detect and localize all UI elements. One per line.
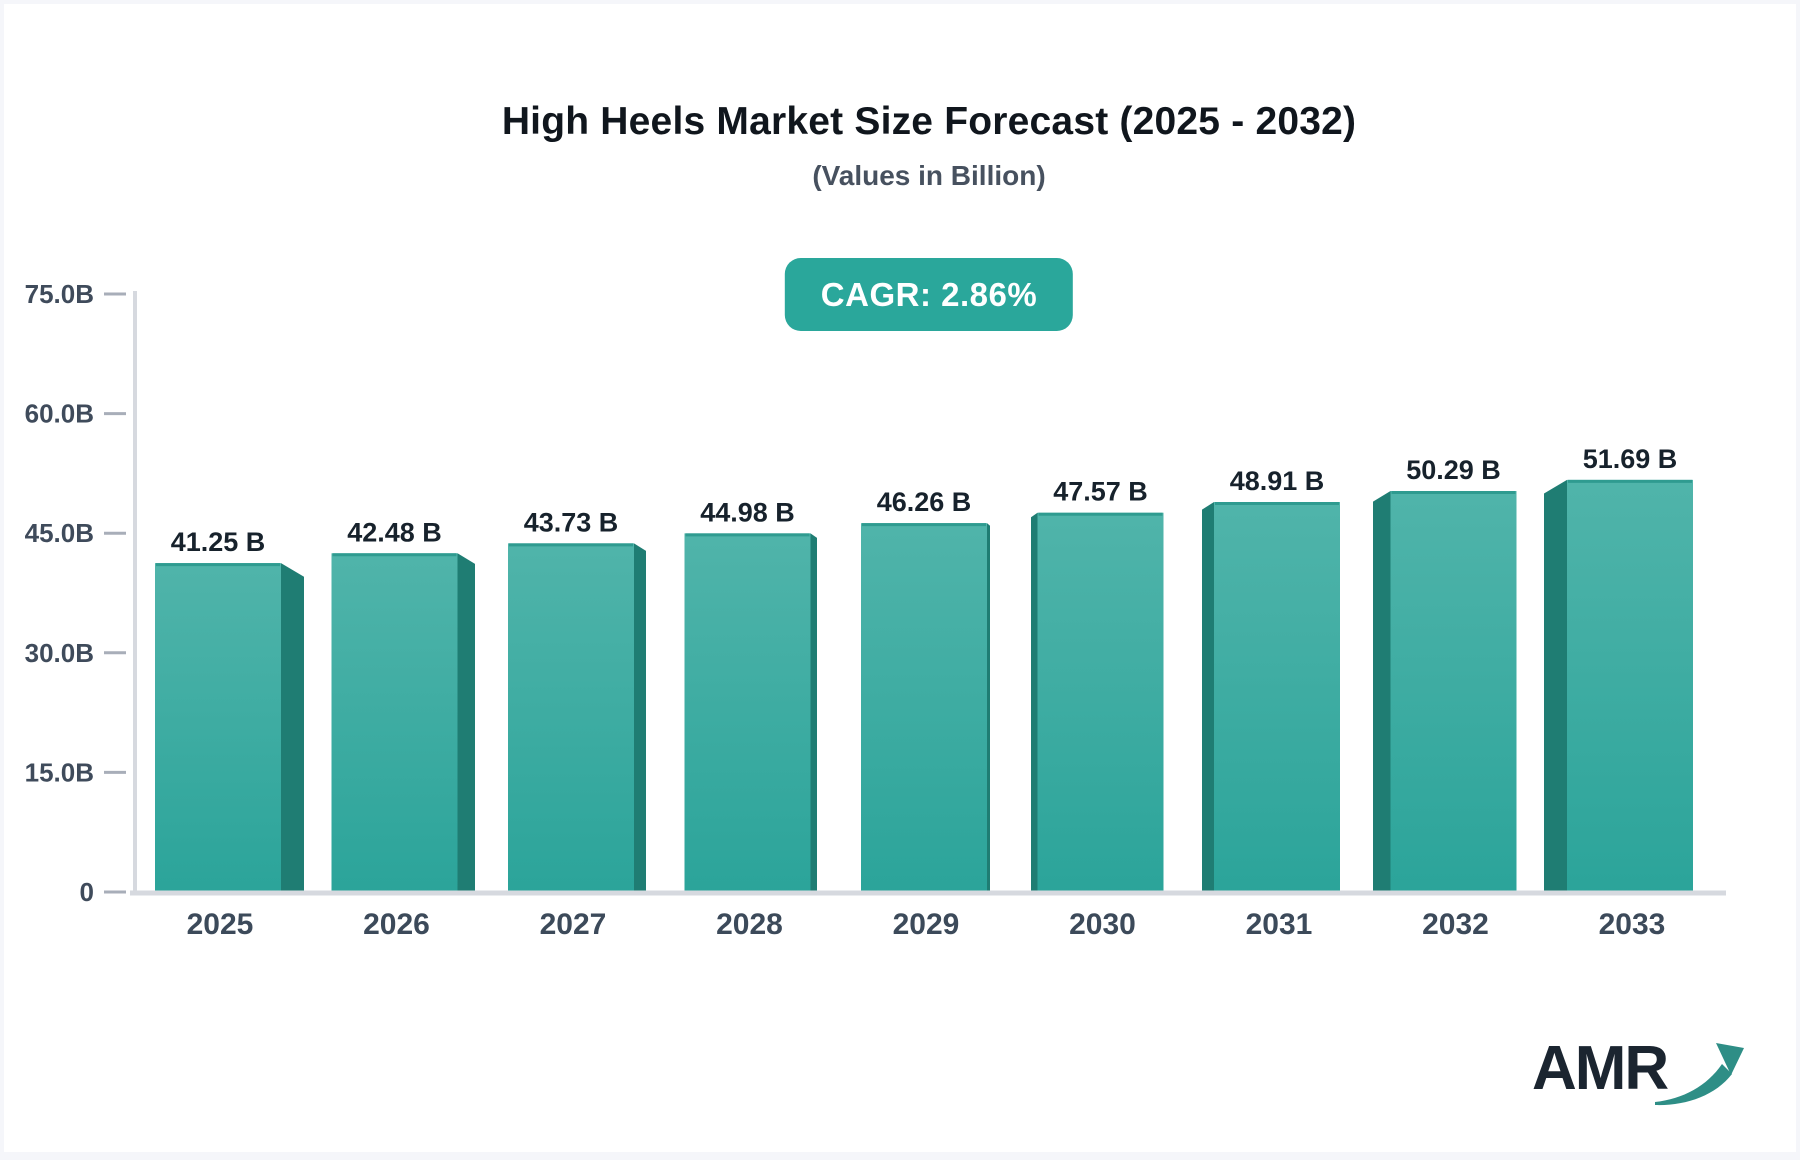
x-axis-label-2025: 2025 (187, 908, 254, 941)
chart-card: High Heels Market Size Forecast (2025 - … (4, 4, 1796, 1152)
bar-2031[interactable] (1202, 502, 1340, 893)
y-axis-tick-label: 30.0B (25, 638, 94, 668)
bar-front-face (1390, 491, 1517, 893)
bar-chart-canvas: 0 15.0B 30.0B 45.0B 60.0B 75.0B 41.25 B 2025 42.… (25, 279, 1726, 941)
bar-side-face (1544, 479, 1567, 893)
bar-side-face (1202, 502, 1214, 893)
amr-logo-text: AMR (1532, 1034, 1669, 1103)
y-axis-tick-label: 60.0B (25, 399, 94, 429)
x-axis-label-2033: 2033 (1599, 908, 1666, 941)
bar-side-face (281, 563, 304, 893)
y-axis-tick-label: 75.0B (25, 279, 94, 309)
bar-value-label: 42.48 B (347, 517, 442, 547)
bar-value-label: 46.26 B (877, 487, 972, 517)
y-axis-tick-label: 0 (80, 877, 94, 907)
bar-front-face (331, 553, 458, 893)
bar-2029[interactable] (861, 523, 990, 893)
bar-2032[interactable] (1373, 491, 1517, 893)
bar-value-label: 47.57 B (1053, 477, 1148, 507)
amr-logo: AMR (1532, 1038, 1745, 1108)
bar-value-label: 51.69 B (1583, 444, 1678, 474)
x-axis-label-2032: 2032 (1422, 908, 1489, 941)
x-axis-label-2026: 2026 (363, 908, 430, 941)
growth-arrow-icon (1655, 1043, 1745, 1106)
bar-side-face (810, 533, 817, 893)
x-axis-label-2030: 2030 (1069, 908, 1136, 941)
bar-front-face (1037, 512, 1164, 893)
bar-side-face (457, 553, 475, 893)
cagr-badge: CAGR: 2.86% (784, 258, 1074, 331)
bar-value-label: 43.73 B (524, 507, 619, 537)
x-axis-label-2028: 2028 (716, 908, 783, 941)
bar-front-face (861, 523, 987, 893)
bar-2030[interactable] (1031, 512, 1164, 893)
bar-front-face (508, 543, 634, 893)
bar-2025[interactable] (155, 563, 304, 893)
bar-front-face (684, 533, 811, 893)
bar-value-label: 41.25 B (171, 527, 266, 557)
bar-side-face (634, 543, 646, 893)
bar-side-face (1373, 491, 1391, 893)
bar-value-label: 48.91 B (1230, 466, 1325, 496)
x-axis-label-2027: 2027 (540, 908, 607, 941)
bar-value-label: 50.29 B (1406, 455, 1501, 485)
bar-front-face (155, 563, 281, 893)
bar-2027[interactable] (508, 543, 646, 893)
y-axis-tick-label: 15.0B (25, 757, 94, 787)
bar-value-label: 44.98 B (700, 497, 795, 527)
bar-side-face (1031, 512, 1038, 893)
bar-2033[interactable] (1544, 479, 1693, 893)
bar-side-face (987, 523, 990, 893)
bar-2028[interactable] (684, 533, 818, 893)
x-axis-label-2031: 2031 (1246, 908, 1313, 941)
bar-2026[interactable] (331, 553, 476, 893)
y-axis-tick-label: 45.0B (25, 518, 94, 548)
bar-front-face (1214, 502, 1340, 893)
x-axis-label-2029: 2029 (893, 908, 960, 941)
bar-front-face (1567, 479, 1693, 893)
